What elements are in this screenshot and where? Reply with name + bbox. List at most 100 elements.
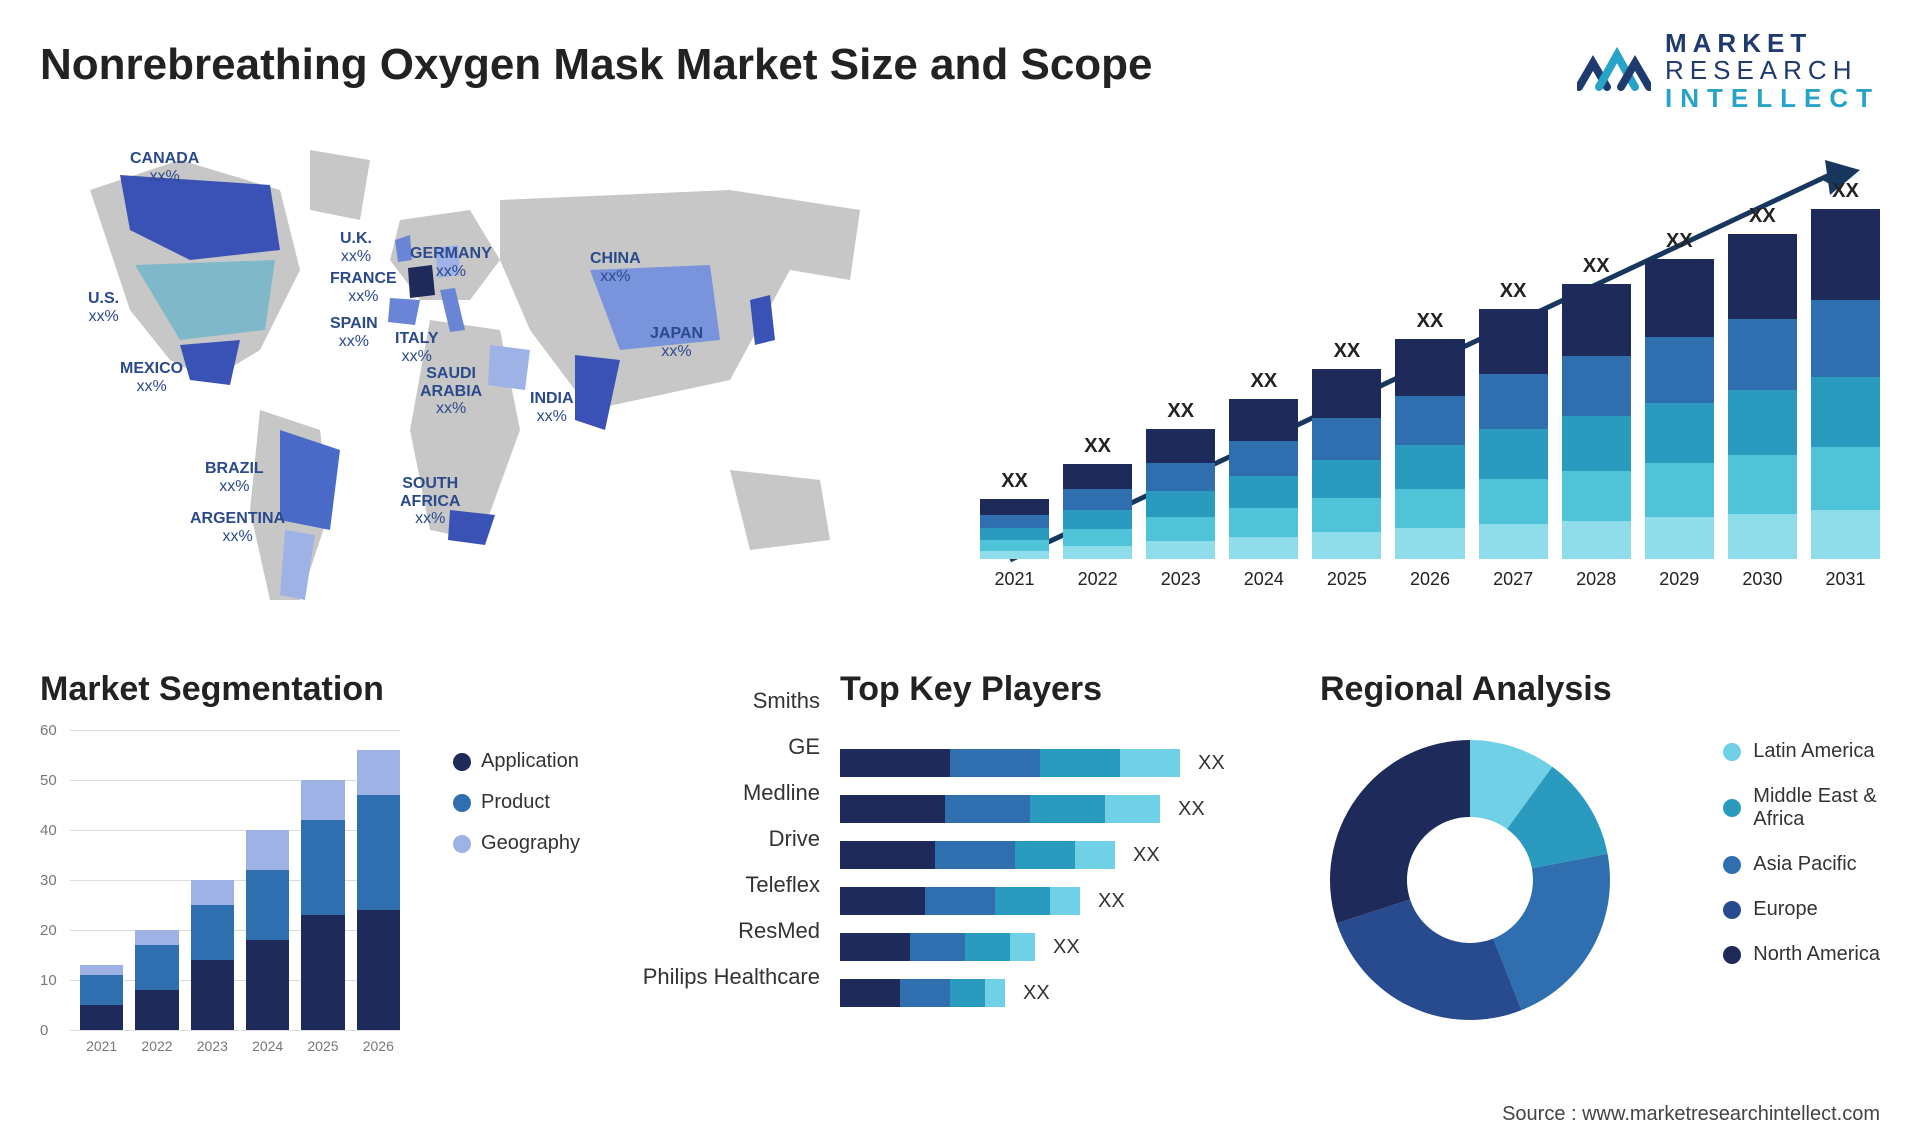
player-bar: XX [840, 924, 1270, 970]
player-name: Medline [620, 770, 820, 816]
year-label: 2029 [1659, 569, 1699, 590]
legend-item: Latin America [1723, 740, 1880, 763]
y-tick-label: 10 [40, 972, 57, 989]
segmentation-chart: 0102030405060 202120222023202420252026 [40, 730, 400, 1050]
year-label: 2023 [1161, 569, 1201, 590]
logo-mark-icon [1577, 43, 1651, 99]
map-label: MEXICOxx% [120, 360, 183, 395]
segmentation-bar: 2023 [191, 880, 234, 1030]
bar-value-label: XX [1167, 400, 1194, 423]
donut-slice [1337, 899, 1522, 1020]
logo-text-1: MARKET [1665, 30, 1880, 57]
legend-item: North America [1723, 943, 1880, 966]
map-label: SPAINxx% [330, 315, 378, 350]
growth-bar: XX 2023 [1146, 400, 1215, 590]
year-label: 2026 [363, 1038, 394, 1054]
map-label: ARGENTINAxx% [190, 510, 285, 545]
growth-bar: XX 2026 [1395, 310, 1464, 590]
bar-value-label: XX [1001, 470, 1028, 493]
bar-value-label: XX [1053, 936, 1080, 959]
map-label: JAPANxx% [650, 325, 703, 360]
players-bars: XXXXXXXXXXXX [840, 740, 1270, 1016]
year-label: 2026 [1410, 569, 1450, 590]
bar-value-label: XX [1198, 752, 1225, 775]
year-label: 2021 [86, 1038, 117, 1054]
bar-value-label: XX [1084, 435, 1111, 458]
map-label: SOUTHAFRICAxx% [400, 475, 460, 528]
segmentation-bar: 2025 [301, 780, 344, 1030]
segmentation-bar: 2026 [357, 750, 400, 1030]
map-label: INDIAxx% [530, 390, 574, 425]
y-tick-label: 20 [40, 922, 57, 939]
player-bar: XX [840, 786, 1270, 832]
player-name: Drive [620, 816, 820, 862]
growth-bar: XX 2022 [1063, 435, 1132, 590]
year-label: 2028 [1576, 569, 1616, 590]
year-label: 2025 [307, 1038, 338, 1054]
map-label: CHINAxx% [590, 250, 641, 285]
player-bar: XX [840, 740, 1270, 786]
legend-item: Geography [453, 832, 580, 855]
year-label: 2023 [197, 1038, 228, 1054]
growth-bar: XX2021 [980, 470, 1049, 590]
growth-bar: XX 2024 [1229, 370, 1298, 590]
segmentation-title: Market Segmentation [40, 670, 580, 709]
segmentation-bar: 2024 [246, 830, 289, 1030]
player-bar: XX [840, 878, 1270, 924]
year-label: 2022 [1078, 569, 1118, 590]
bar-value-label: XX [1583, 255, 1610, 278]
bar-value-label: XX [1098, 890, 1125, 913]
legend-item: Europe [1723, 898, 1880, 921]
growth-bar: XX 2029 [1645, 230, 1714, 590]
player-name: Teleflex [620, 862, 820, 908]
bar-value-label: XX [1832, 180, 1859, 203]
bar-value-label: XX [1334, 340, 1361, 363]
map-label: BRAZILxx% [205, 460, 264, 495]
map-label: CANADAxx% [130, 150, 199, 185]
y-tick-label: 30 [40, 872, 57, 889]
player-bar: XX [840, 970, 1270, 1016]
bar-value-label: XX [1749, 205, 1776, 228]
year-label: 2030 [1742, 569, 1782, 590]
growth-chart: XX2021XX2022XX2023XX2024XX2025XX2026XX20… [980, 140, 1880, 630]
bar-value-label: XX [1250, 370, 1277, 393]
player-name: Philips Healthcare [620, 954, 820, 1000]
brand-logo: MARKET RESEARCH INTELLECT [1577, 30, 1880, 112]
year-label: 2024 [1244, 569, 1284, 590]
players-list: SmithsGEMedlineDriveTeleflexResMedPhilip… [620, 678, 820, 1000]
segmentation-legend: ApplicationProductGeography [453, 750, 580, 873]
regional-legend: Latin AmericaMiddle East &AfricaAsia Pac… [1723, 740, 1880, 988]
growth-bar: XX2027 [1479, 280, 1548, 590]
logo-text-2: RESEARCH [1665, 57, 1880, 84]
growth-bar: XX 2025 [1312, 340, 1381, 590]
players-panel: Top Key Players SmithsGEMedlineDriveTele… [620, 670, 1300, 1090]
source-citation: Source : www.marketresearchintellect.com [1502, 1103, 1880, 1126]
donut-slice [1330, 740, 1470, 923]
bar-value-label: XX [1666, 230, 1693, 253]
regional-title: Regional Analysis [1320, 670, 1880, 709]
year-label: 2025 [1327, 569, 1367, 590]
bar-value-label: XX [1133, 844, 1160, 867]
segmentation-panel: Market Segmentation 0102030405060 202120… [40, 670, 580, 1090]
map-label: ITALYxx% [395, 330, 439, 365]
y-tick-label: 50 [40, 772, 57, 789]
segmentation-bar: 2022 [135, 930, 178, 1030]
map-label: SAUDIARABIAxx% [420, 365, 482, 418]
bar-value-label: XX [1500, 280, 1527, 303]
player-name: Smiths [620, 678, 820, 724]
legend-item: Middle East &Africa [1723, 785, 1880, 831]
bar-value-label: XX [1417, 310, 1444, 333]
map-label: FRANCExx% [330, 270, 397, 305]
growth-bar: XX 2030 [1728, 205, 1797, 590]
page-title: Nonrebreathing Oxygen Mask Market Size a… [40, 40, 1153, 90]
logo-text-3: INTELLECT [1665, 85, 1880, 112]
players-title: Top Key Players [840, 670, 1102, 709]
bar-value-label: XX [1023, 982, 1050, 1005]
regional-donut [1320, 730, 1620, 1030]
growth-bar: XX 2028 [1562, 255, 1631, 590]
year-label: 2024 [252, 1038, 283, 1054]
regional-panel: Regional Analysis Latin America Middle Ea… [1320, 670, 1880, 1090]
y-tick-label: 0 [40, 1022, 48, 1039]
player-bar: XX [840, 832, 1270, 878]
map-label: U.S.xx% [88, 290, 119, 325]
